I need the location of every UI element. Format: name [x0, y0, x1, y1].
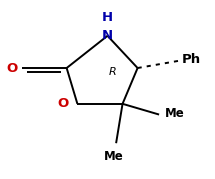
Text: R: R: [109, 67, 117, 78]
Text: H: H: [102, 11, 113, 24]
Text: Ph: Ph: [182, 54, 201, 66]
Text: Me: Me: [164, 107, 184, 120]
Text: O: O: [6, 62, 17, 74]
Text: O: O: [58, 97, 69, 110]
Text: Me: Me: [104, 150, 124, 163]
Text: N: N: [102, 29, 113, 42]
